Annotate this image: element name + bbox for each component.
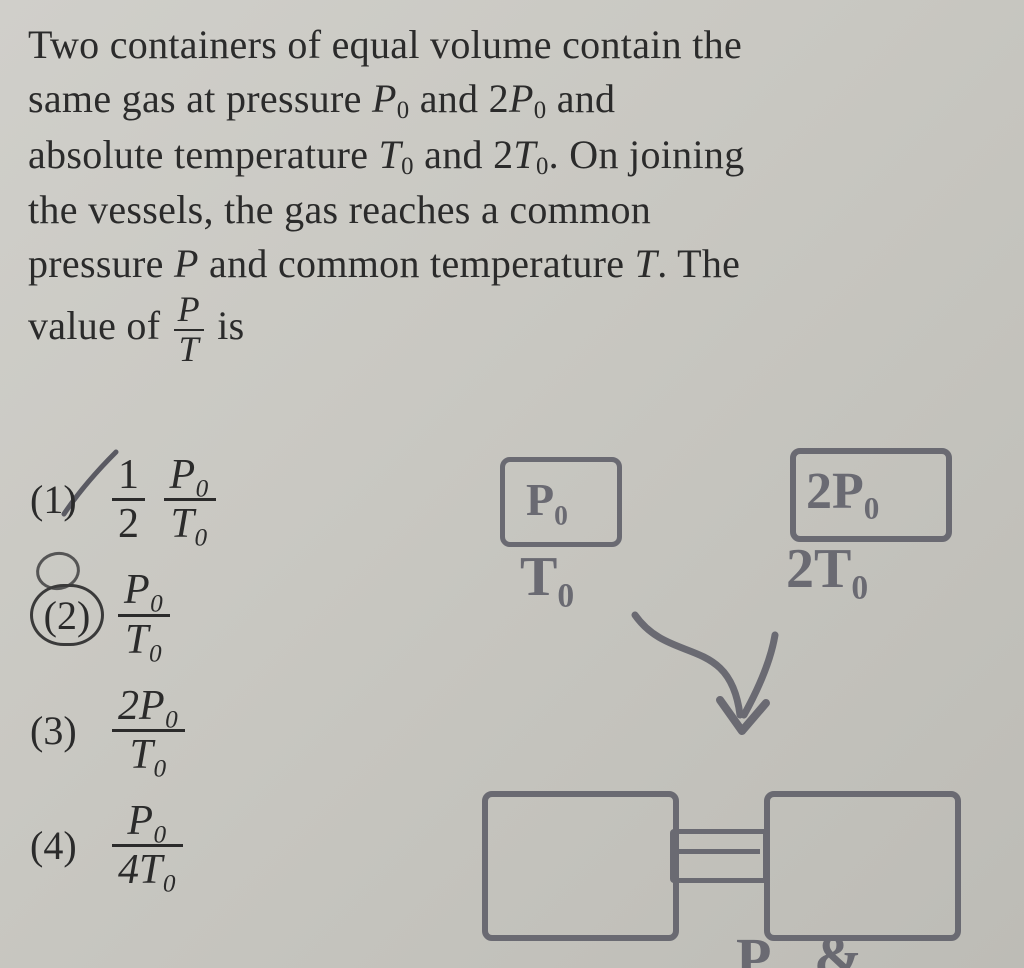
q-line2-post: and xyxy=(546,76,615,121)
option-1-frac-den: T₀ xyxy=(164,498,216,547)
option-2-frac: P₀ T₀ xyxy=(118,567,170,662)
option-1-math: 1 2 P₀ T₀ xyxy=(112,452,216,547)
option-4-frac-den: 4T₀ xyxy=(112,844,183,893)
sketch-pipe xyxy=(670,829,768,883)
option-2-number: (2) xyxy=(30,584,104,646)
sketch-pipe-line xyxy=(670,849,760,854)
sketch-label-P0: P₀ xyxy=(526,473,568,526)
q-P: P xyxy=(174,241,199,286)
q-T0-0b: 0 xyxy=(536,153,549,180)
q-frac-PT: PT xyxy=(171,291,207,369)
option-2[interactable]: (2) P₀ T₀ xyxy=(30,567,450,662)
q-P0-0b: 0 xyxy=(534,97,547,124)
hand-sketch: P₀ T₀ 2P₀ 2T₀ P & xyxy=(470,445,1010,955)
sketch-joined-box-right xyxy=(764,791,961,941)
q-line3-post: . On joining xyxy=(549,132,745,177)
q-frac-den: T xyxy=(174,329,204,369)
option-3-number: (3) xyxy=(30,707,112,754)
sketch-arrow-icon xyxy=(620,605,800,765)
q-P0-P2: P xyxy=(509,76,534,121)
q-T0-0a: 0 xyxy=(401,153,414,180)
option-3-frac-den: T₀ xyxy=(112,729,185,778)
sketch-label-P: P xyxy=(736,925,771,968)
sketch-under-T0: T₀ xyxy=(520,545,574,609)
sketch-box-P0 xyxy=(500,457,622,547)
q-line6-pre: value of xyxy=(28,303,171,348)
option-3-frac-num: 2P₀ xyxy=(112,683,185,729)
q-line1: Two containers of equal volume contain t… xyxy=(28,22,742,67)
option-2-math: P₀ T₀ xyxy=(118,567,170,662)
q-T: T xyxy=(635,241,658,286)
q-line5-pre: pressure xyxy=(28,241,174,286)
q-line2-pre: same gas at pressure xyxy=(28,76,372,121)
q-frac-num: P xyxy=(174,291,204,329)
sketch-joined-box-left xyxy=(482,791,679,941)
q-T0-T: T xyxy=(379,132,402,177)
q-line5-post: . The xyxy=(657,241,740,286)
sketch-label-amp: & xyxy=(814,923,862,968)
option-1-number: (1) xyxy=(30,476,112,523)
option-2-frac-num: P₀ xyxy=(118,567,170,613)
option-3-frac: 2P₀ T₀ xyxy=(112,683,185,778)
option-4-frac-num: P₀ xyxy=(112,798,183,844)
page: Two containers of equal volume contain t… xyxy=(0,0,1024,968)
sketch-label-2P0: 2P₀ xyxy=(806,462,879,521)
q-T0-T2: T xyxy=(513,132,536,177)
option-1[interactable]: (1) 1 2 P₀ T₀ xyxy=(30,452,450,547)
option-3[interactable]: (3) 2P₀ T₀ xyxy=(30,683,450,778)
option-4-frac: P₀ 4T₀ xyxy=(112,798,183,893)
options-list: (1) 1 2 P₀ T₀ (2) P₀ T₀ xyxy=(30,452,450,914)
q-P0-0a: 0 xyxy=(397,97,410,124)
q-line3-pre: absolute temperature xyxy=(28,132,379,177)
q-line3-mid: and 2 xyxy=(414,132,514,177)
option-1-frac: P₀ T₀ xyxy=(164,452,216,547)
option-1-half: 1 2 xyxy=(112,452,145,547)
option-4-number: (4) xyxy=(30,822,112,869)
q-line6-post: is xyxy=(207,303,245,348)
question-text: Two containers of equal volume contain t… xyxy=(28,18,988,369)
q-line4: the vessels, the gas reaches a common xyxy=(28,187,651,232)
option-1-half-num: 1 xyxy=(112,452,145,498)
option-1-frac-num: P₀ xyxy=(164,452,216,498)
sketch-under-2T0: 2T₀ xyxy=(786,537,868,601)
q-P0-P: P xyxy=(372,76,397,121)
sketch-box-2P0 xyxy=(790,448,952,542)
q-line5-mid: and common temperature xyxy=(199,241,635,286)
q-line2-mid: and 2 xyxy=(409,76,509,121)
option-2-frac-den: T₀ xyxy=(118,614,170,663)
option-4[interactable]: (4) P₀ 4T₀ xyxy=(30,798,450,893)
option-1-half-den: 2 xyxy=(112,498,145,547)
option-4-math: P₀ 4T₀ xyxy=(112,798,183,893)
option-3-math: 2P₀ T₀ xyxy=(112,683,185,778)
